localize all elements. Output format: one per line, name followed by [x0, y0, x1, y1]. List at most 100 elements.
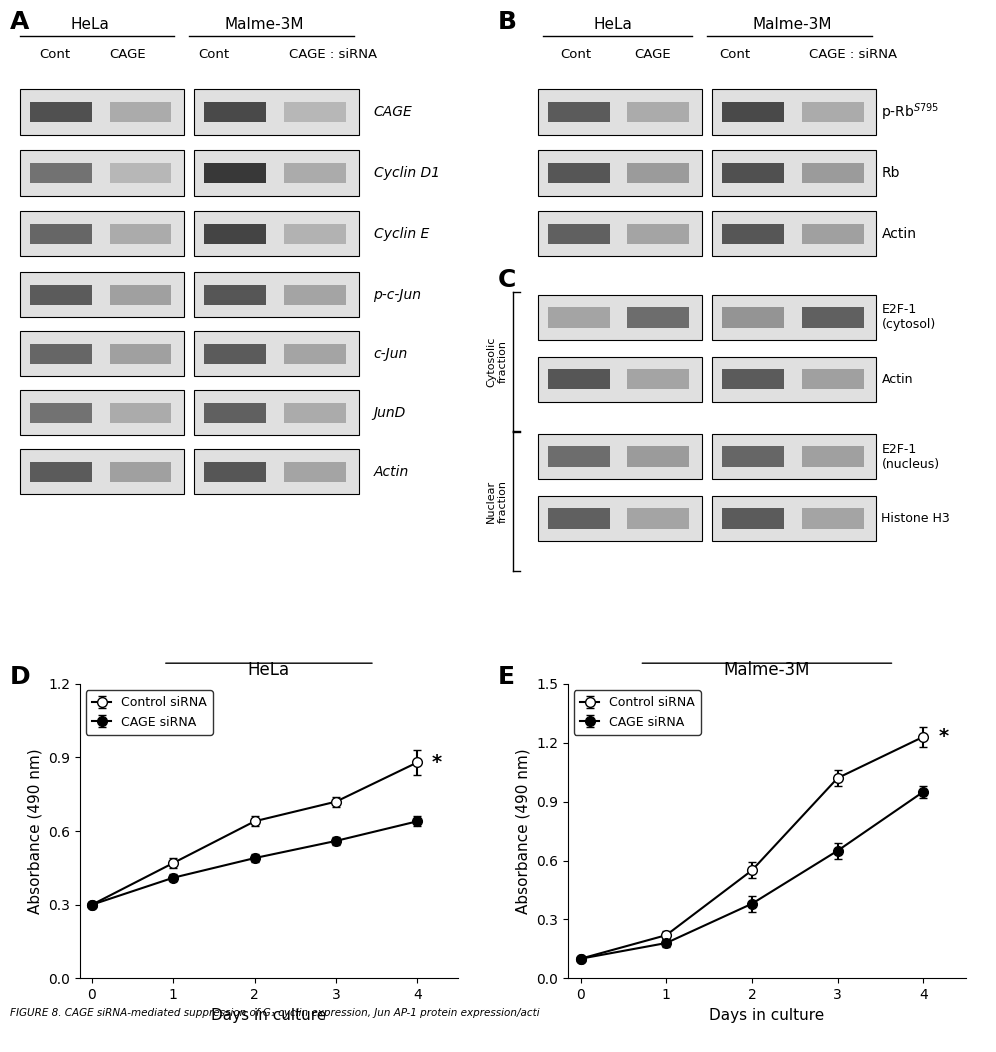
Bar [204, 163, 266, 183]
Text: B: B [498, 9, 517, 34]
Bar [20, 390, 184, 436]
Bar [627, 102, 689, 122]
Bar [538, 495, 702, 541]
Bar [20, 211, 184, 257]
Bar [204, 344, 266, 364]
Bar [548, 508, 610, 529]
Bar [627, 307, 689, 328]
Bar [284, 163, 346, 183]
Bar [110, 284, 171, 305]
Bar [548, 446, 610, 467]
Bar [548, 369, 610, 389]
Text: A: A [10, 9, 29, 34]
Text: Actin: Actin [881, 227, 916, 241]
Bar [722, 163, 784, 183]
Bar [284, 403, 346, 423]
Bar [30, 163, 92, 183]
Text: p-c-Jun: p-c-Jun [374, 288, 421, 302]
Bar [802, 224, 864, 244]
Bar [204, 462, 266, 482]
Bar [722, 224, 784, 244]
Text: CAGE : siRNA: CAGE : siRNA [289, 47, 376, 61]
Text: C: C [498, 268, 516, 292]
Bar [284, 344, 346, 364]
Legend: Control siRNA, CAGE siRNA: Control siRNA, CAGE siRNA [86, 690, 213, 734]
Bar [802, 446, 864, 467]
Bar [627, 163, 689, 183]
Text: Cytosolic
fraction: Cytosolic fraction [486, 337, 508, 387]
Y-axis label: Absorbance (490 nm): Absorbance (490 nm) [516, 748, 531, 914]
Text: *: * [432, 753, 442, 772]
Bar [110, 403, 171, 423]
Bar [20, 272, 184, 318]
Text: Actin: Actin [374, 465, 408, 479]
Bar [538, 295, 702, 340]
Bar [538, 150, 702, 196]
Bar [194, 390, 359, 436]
Bar [538, 211, 702, 257]
Text: *: * [938, 727, 949, 746]
Bar [722, 102, 784, 122]
Text: Cont: Cont [719, 47, 751, 61]
Bar [627, 508, 689, 529]
Bar [712, 357, 876, 402]
Text: CAGE : siRNA: CAGE : siRNA [809, 47, 896, 61]
Bar [712, 150, 876, 196]
Bar [802, 307, 864, 328]
Bar [712, 211, 876, 257]
Bar [722, 369, 784, 389]
Bar [20, 449, 184, 494]
Bar [110, 462, 171, 482]
Bar [627, 224, 689, 244]
Bar [802, 508, 864, 529]
Bar [30, 102, 92, 122]
Bar [194, 89, 359, 135]
X-axis label: Days in culture: Days in culture [709, 1008, 825, 1023]
Text: Malme-3M: Malme-3M [224, 17, 304, 32]
Text: CAGE: CAGE [634, 47, 670, 61]
Bar [20, 331, 184, 377]
Bar [802, 163, 864, 183]
Bar [627, 369, 689, 389]
Title: HeLa: HeLa [248, 662, 290, 680]
Bar [110, 224, 171, 244]
Text: Cont: Cont [560, 47, 592, 61]
Bar [30, 462, 92, 482]
Text: Rb: Rb [881, 166, 900, 180]
Bar [194, 272, 359, 318]
Bar [194, 150, 359, 196]
Bar [110, 163, 171, 183]
Text: D: D [10, 665, 31, 689]
Bar [30, 224, 92, 244]
Bar [802, 102, 864, 122]
Text: c-Jun: c-Jun [374, 347, 407, 361]
Bar [194, 449, 359, 494]
Bar [284, 462, 346, 482]
Bar [284, 102, 346, 122]
Text: E: E [498, 665, 515, 689]
Bar [802, 369, 864, 389]
Bar [20, 89, 184, 135]
Text: Cont: Cont [39, 47, 71, 61]
Bar [204, 284, 266, 305]
Bar [538, 357, 702, 402]
Text: JunD: JunD [374, 406, 405, 420]
Bar [110, 102, 171, 122]
Bar [194, 211, 359, 257]
Bar [712, 434, 876, 479]
Bar [538, 434, 702, 479]
Text: CAGE: CAGE [110, 47, 145, 61]
Text: FIGURE 8. CAGE siRNA-mediated suppression of G₁ cyclin expression, Jun AP-1 prot: FIGURE 8. CAGE siRNA-mediated suppressio… [10, 1008, 540, 1018]
Bar [204, 403, 266, 423]
Title: Malme-3M: Malme-3M [724, 662, 810, 680]
Text: HeLa: HeLa [70, 17, 110, 32]
Bar [110, 344, 171, 364]
Bar [204, 224, 266, 244]
Text: Cyclin D1: Cyclin D1 [374, 166, 439, 180]
X-axis label: Days in culture: Days in culture [211, 1008, 327, 1023]
Bar [20, 150, 184, 196]
Text: E2F-1
(nucleus): E2F-1 (nucleus) [881, 443, 939, 470]
Bar [548, 163, 610, 183]
Bar [30, 284, 92, 305]
Bar [548, 102, 610, 122]
